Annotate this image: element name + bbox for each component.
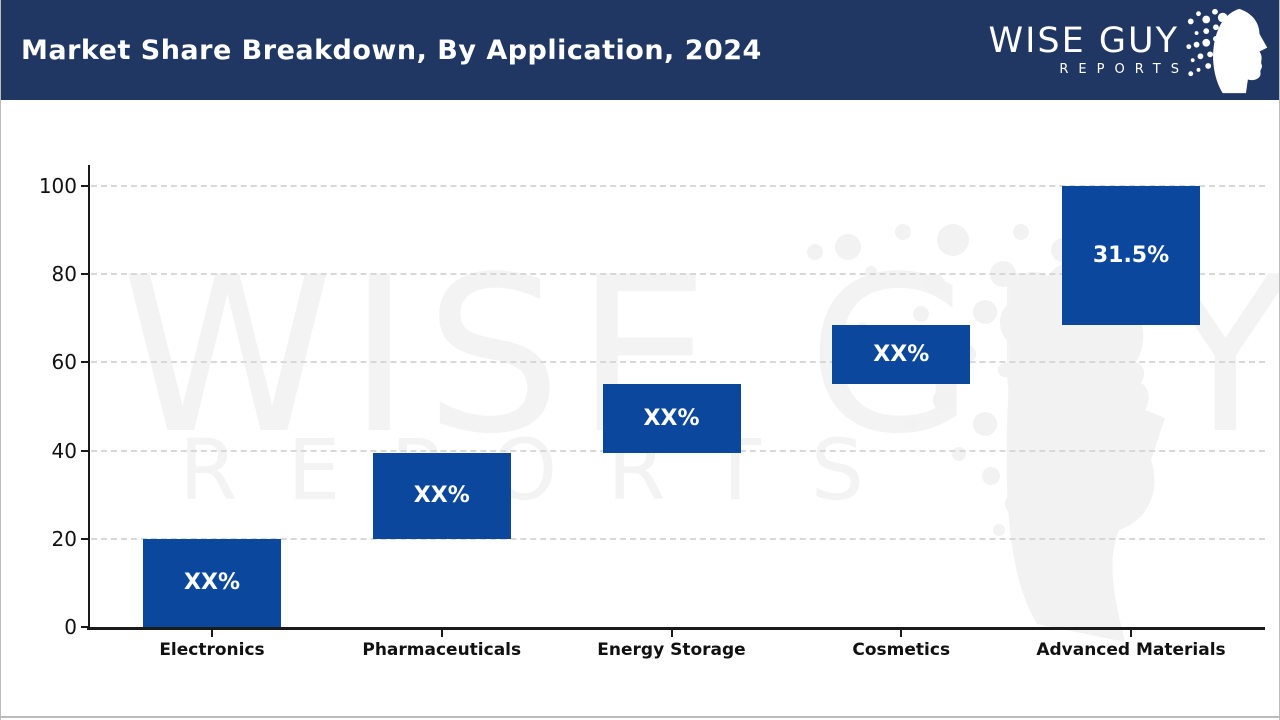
bar-value-label: XX%: [873, 342, 930, 368]
bar-value-label: 31.5%: [1092, 242, 1170, 268]
y-tickmark: [81, 626, 89, 628]
bar-advanced-materials: 31.5%: [1062, 186, 1200, 325]
x-category-label: Pharmaceuticals: [362, 640, 522, 660]
logo-face-icon: [1186, 8, 1268, 94]
x-category-label: Electronics: [159, 640, 265, 660]
y-tickmark: [81, 273, 89, 276]
y-tick-label: 60: [51, 350, 77, 375]
x-category-label: Energy Storage: [597, 640, 746, 660]
x-tickmark: [1130, 630, 1132, 637]
y-tick-label: 100: [38, 174, 77, 198]
y-tick-label: 80: [51, 262, 77, 287]
x-category-label: Cosmetics: [852, 640, 951, 660]
bar-electronics: XX%: [143, 538, 281, 627]
y-tick-label: 0: [64, 615, 77, 639]
bar-value-label: XX%: [184, 570, 240, 596]
x-tickmark: [440, 630, 443, 637]
x-tickmark: [900, 630, 903, 637]
y-tickmark: [81, 449, 89, 452]
logo-subtext: REPORTS: [1059, 61, 1189, 77]
gridline-y20: [91, 537, 1265, 540]
header-bar: Market Share Breakdown, By Application, …: [1, 0, 1279, 100]
bar-energy-storage: XX%: [602, 384, 741, 453]
bar-value-label: XX%: [413, 483, 470, 509]
figure-bottom-border: [1, 716, 1279, 718]
y-tickmark: [81, 185, 89, 187]
gridline-y60: [91, 361, 1265, 364]
bar-pharmaceuticals: XX%: [372, 452, 511, 539]
y-tick-label: 20: [51, 526, 77, 551]
wise-guy-logo: WISE GUY REPORTS: [988, 0, 1279, 100]
bar-cosmetics: XX%: [832, 324, 971, 385]
x-tickmark: [211, 630, 213, 637]
logo-wordmark: WISE GUY: [988, 20, 1179, 61]
bar-value-label: XX%: [643, 406, 700, 432]
y-tick-label: 40: [51, 438, 77, 463]
y-tickmark: [81, 537, 89, 540]
x-category-label: Advanced Materials: [1036, 640, 1226, 660]
chart-title: Market Share Breakdown, By Application, …: [21, 34, 762, 66]
y-tickmark: [81, 361, 89, 364]
gridline-y100: [91, 185, 1265, 187]
x-axis-line: [87, 627, 1265, 630]
logo-text: WISE GUY REPORTS: [988, 20, 1179, 77]
x-tickmark: [670, 630, 673, 637]
gridline-y80: [91, 273, 1265, 276]
y-axis-line: [88, 165, 90, 630]
